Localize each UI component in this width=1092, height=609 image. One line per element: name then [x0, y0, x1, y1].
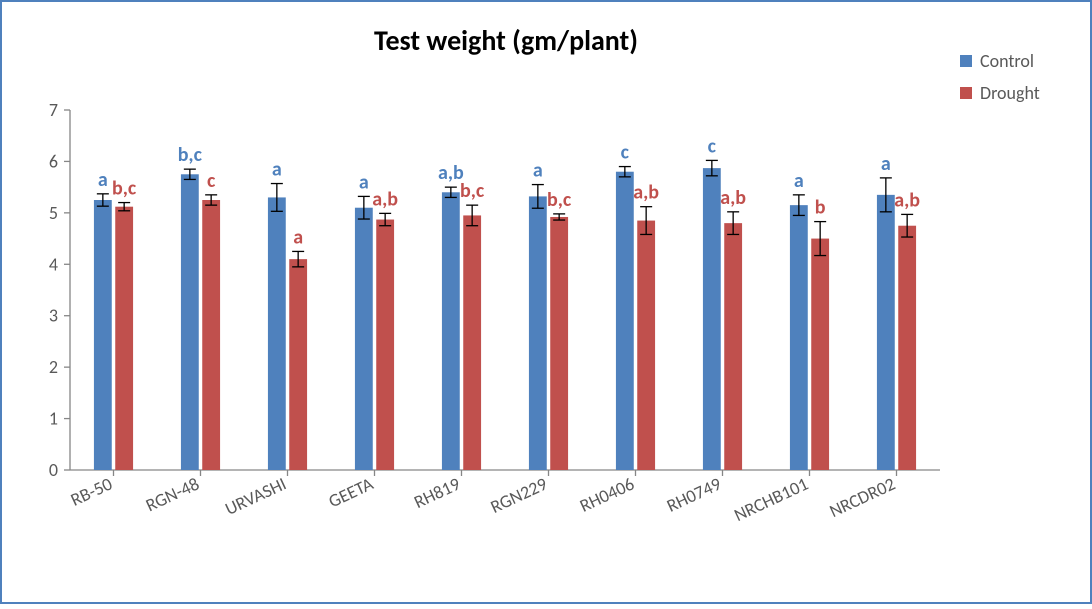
significance-label: a [98, 168, 108, 192]
y-tick-label: 2 [49, 356, 58, 378]
bar [637, 221, 655, 470]
bar [529, 196, 547, 470]
legend-swatch [960, 55, 972, 67]
bar [289, 259, 307, 470]
y-tick-label: 4 [49, 253, 58, 275]
bar [463, 215, 481, 470]
legend-label: Control [980, 50, 1034, 72]
y-tick-label: 3 [49, 305, 58, 327]
significance-label: c [621, 141, 630, 165]
bar [898, 226, 916, 470]
significance-label: a,b [894, 188, 920, 212]
significance-label: a,b [372, 187, 398, 211]
bar [94, 200, 112, 470]
y-tick-label: 1 [49, 408, 58, 430]
bar-chart: Test weight (gm/plant)01234567RB-50ab,cR… [0, 0, 1092, 604]
significance-label: a [272, 158, 282, 182]
y-tick-label: 0 [49, 459, 58, 481]
bar [616, 172, 634, 470]
bar [376, 220, 394, 470]
significance-label: b,c [460, 179, 485, 203]
significance-label: a [533, 159, 543, 183]
significance-label: b,c [112, 177, 137, 201]
significance-label: c [207, 169, 216, 193]
bar [724, 223, 742, 470]
significance-label: c [708, 134, 717, 158]
significance-label: b,c [547, 188, 572, 212]
significance-label: a [359, 170, 369, 194]
bar [181, 174, 199, 470]
chart-title: Test weight (gm/plant) [374, 23, 638, 58]
significance-label: b [815, 196, 826, 220]
bar [550, 217, 568, 470]
bar [115, 207, 133, 470]
significance-label: b,c [178, 143, 203, 167]
significance-label: a [881, 152, 891, 176]
bar [877, 195, 895, 470]
bar [790, 205, 808, 470]
bar [811, 239, 829, 470]
significance-label: a [293, 225, 303, 249]
bar [268, 197, 286, 470]
bar [703, 168, 721, 470]
bar [442, 192, 460, 470]
y-tick-label: 6 [49, 150, 58, 172]
legend-label: Drought [980, 82, 1040, 104]
significance-label: a,b [720, 186, 746, 210]
y-tick-label: 7 [49, 99, 58, 121]
bar [202, 200, 220, 470]
y-tick-label: 5 [49, 202, 58, 224]
legend-swatch [960, 87, 972, 99]
significance-label: a [794, 169, 804, 193]
significance-label: a,b [633, 181, 659, 205]
bar [355, 208, 373, 470]
